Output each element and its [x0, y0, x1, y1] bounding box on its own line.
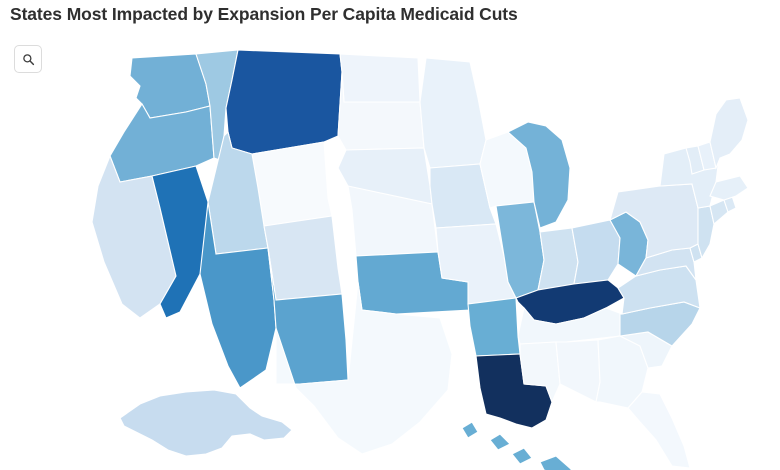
state-hi[interactable] — [489, 433, 511, 451]
map-svg: AlaskaWashingtonOregonCaliforniaNevadaId… — [91, 49, 749, 470]
state-hi[interactable] — [539, 455, 573, 470]
state-mt[interactable]: Montana — [225, 49, 343, 155]
state-hi[interactable] — [461, 421, 479, 439]
state-mn[interactable]: Minnesota — [419, 57, 487, 169]
state-wy[interactable]: Wyoming — [251, 141, 333, 227]
search-button[interactable] — [14, 45, 42, 73]
state-az[interactable]: Arizona — [199, 201, 277, 389]
state-mi[interactable]: Michigan — [507, 121, 571, 229]
search-icon — [22, 53, 35, 66]
state-nv[interactable]: Nevada — [151, 165, 217, 319]
state-hi[interactable] — [511, 447, 533, 465]
state-ma[interactable]: Massachusetts — [709, 175, 749, 201]
state-oh[interactable]: Ohio — [571, 219, 621, 285]
state-tx[interactable]: Texas — [275, 281, 453, 455]
state-ar[interactable]: Arkansas — [467, 297, 521, 357]
state-al[interactable]: Alabama — [555, 339, 601, 403]
page-title: States Most Impacted by Expansion Per Ca… — [10, 4, 518, 24]
state-ms[interactable]: Mississippi — [519, 341, 561, 404]
state-fl[interactable]: Florida — [627, 391, 691, 469]
state-me[interactable]: Maine — [709, 97, 749, 170]
state-nd[interactable]: North Dakota — [339, 53, 421, 103]
state-ak[interactable]: Alaska — [119, 389, 293, 457]
state-co[interactable]: Colorado — [263, 215, 343, 301]
states-group: AlaskaWashingtonOregonCaliforniaNevadaId… — [91, 49, 749, 470]
us-choropleth-map[interactable]: AlaskaWashingtonOregonCaliforniaNevadaId… — [0, 36, 780, 470]
state-in[interactable]: Indiana — [537, 227, 579, 291]
state-or[interactable]: Oregon — [109, 102, 215, 183]
